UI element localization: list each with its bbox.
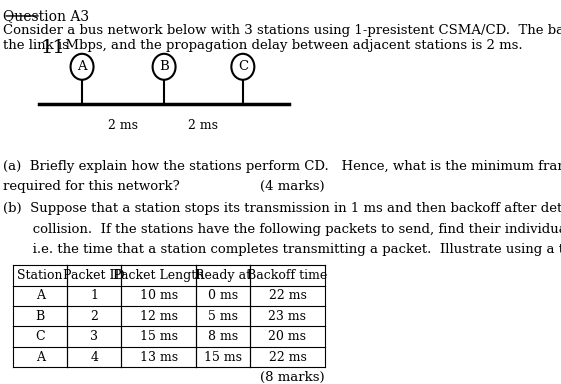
Text: 12 ms: 12 ms [140,310,178,323]
Text: (4 marks): (4 marks) [260,180,325,193]
Text: 2 ms: 2 ms [188,119,218,132]
Text: 3: 3 [90,330,98,343]
Text: Question A3: Question A3 [3,9,89,23]
Text: collision.  If the stations have the following packets to send, find their indiv: collision. If the stations have the foll… [3,223,561,236]
Text: Mbps, and the propagation delay between adjacent stations is 2 ms.: Mbps, and the propagation delay between … [57,39,523,52]
Text: required for this network?: required for this network? [3,180,180,193]
Text: 5 ms: 5 ms [208,310,238,323]
Text: Consider a bus network below with 3 stations using 1-presistent CSMA/CD.  The ba: Consider a bus network below with 3 stat… [3,24,561,37]
Text: 0 ms: 0 ms [208,290,238,302]
Text: 20 ms: 20 ms [269,330,306,343]
Text: Station: Station [17,269,63,282]
Text: (b)  Suppose that a station stops its transmission in 1 ms and then backoff afte: (b) Suppose that a station stops its tra… [3,202,561,215]
Text: A: A [36,351,45,364]
Text: 15 ms: 15 ms [204,351,242,364]
Text: the link is: the link is [3,39,77,52]
Text: Packet ID: Packet ID [63,269,125,282]
Text: Packet Length: Packet Length [113,269,204,282]
Circle shape [71,54,94,80]
Text: 10 ms: 10 ms [140,290,178,302]
Text: 1: 1 [90,290,98,302]
Text: B: B [35,310,45,323]
Text: 2: 2 [90,310,98,323]
Text: 22 ms: 22 ms [269,351,306,364]
Circle shape [153,54,176,80]
Text: C: C [35,330,45,343]
Text: 23 ms: 23 ms [269,310,306,323]
Text: 15 ms: 15 ms [140,330,178,343]
Text: C: C [238,60,248,73]
Text: i.e. the time that a station completes transmitting a packet.  Illustrate using : i.e. the time that a station completes t… [3,243,561,256]
Text: A: A [36,290,45,302]
Text: 8 ms: 8 ms [208,330,238,343]
Text: Ready at: Ready at [195,269,251,282]
Circle shape [231,54,254,80]
Text: 4: 4 [90,351,98,364]
Text: (8 marks): (8 marks) [260,371,325,384]
Text: A: A [77,60,87,73]
Text: Backoff time: Backoff time [247,269,328,282]
Text: (a)  Briefly explain how the stations perform CD.   Hence, what is the minimum f: (a) Briefly explain how the stations per… [3,159,561,172]
Text: 11: 11 [41,39,66,57]
Text: B: B [159,60,169,73]
Text: 13 ms: 13 ms [140,351,178,364]
Text: 2 ms: 2 ms [108,119,138,132]
Text: 22 ms: 22 ms [269,290,306,302]
